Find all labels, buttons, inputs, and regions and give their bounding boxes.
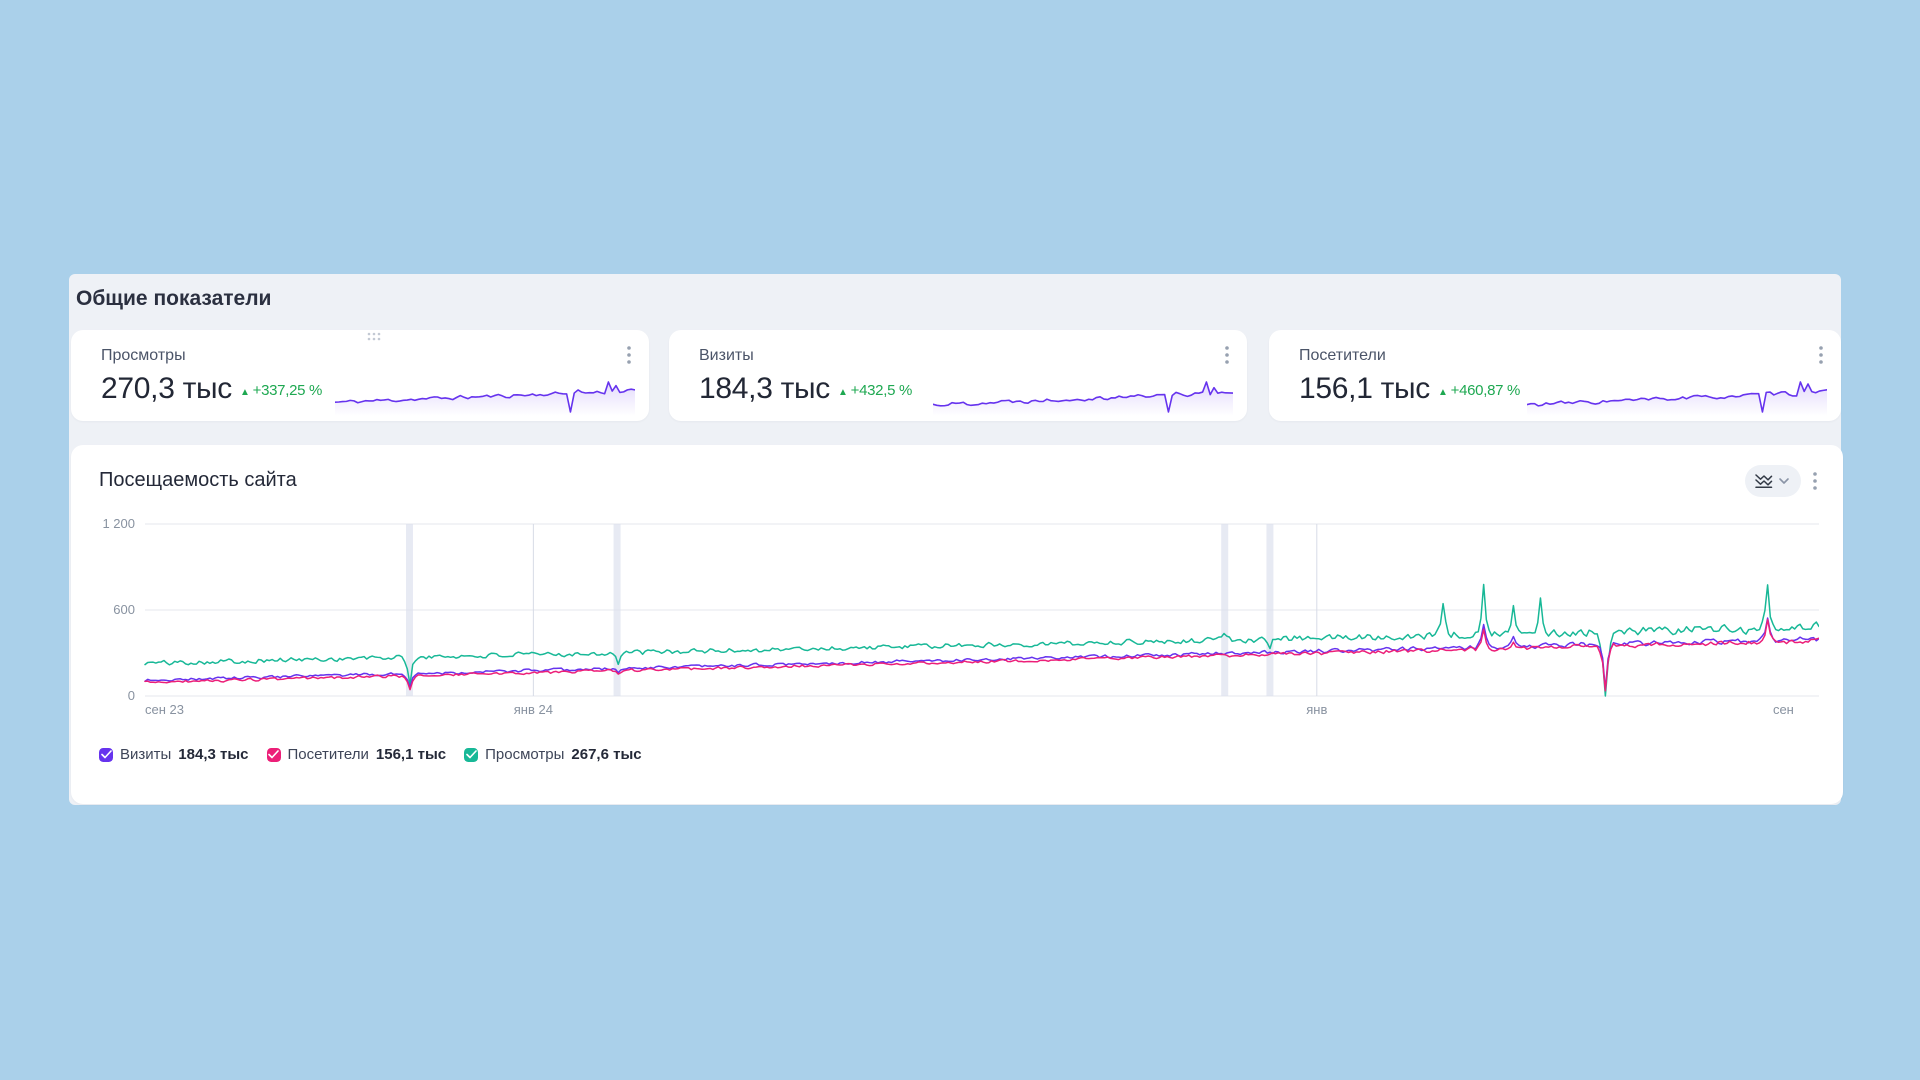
svg-text:0: 0: [128, 688, 135, 703]
svg-text:янв 24: янв 24: [514, 702, 553, 717]
svg-text:1 200: 1 200: [102, 516, 135, 531]
svg-text:600: 600: [113, 602, 135, 617]
svg-text:янв: янв: [1306, 702, 1327, 717]
svg-text:сен 23: сен 23: [145, 702, 184, 717]
svg-text:сен: сен: [1773, 702, 1794, 717]
